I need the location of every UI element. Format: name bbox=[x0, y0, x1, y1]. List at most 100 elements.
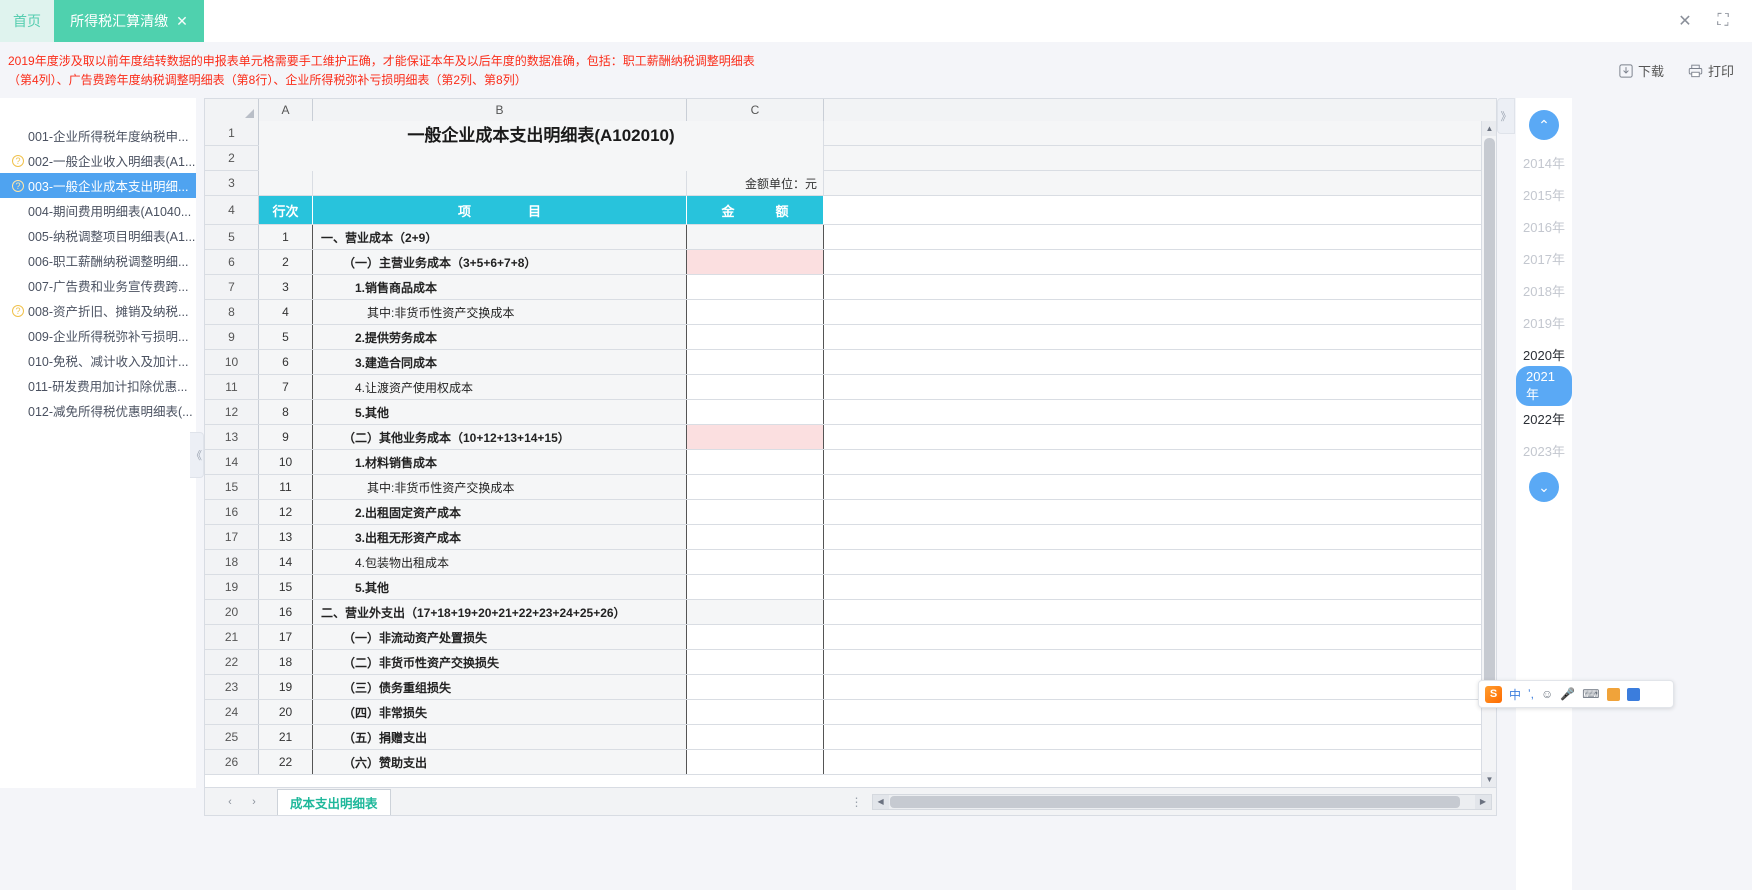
table-row[interactable]: 1 一般企业成本支出明细表(A102010) bbox=[205, 121, 1496, 146]
microphone-icon[interactable]: 🎤 bbox=[1560, 687, 1576, 701]
row-header[interactable]: 14 bbox=[205, 450, 259, 474]
cell-item-name[interactable]: （二）非货币性资产交换损失 bbox=[313, 650, 687, 674]
form-list-sidebar[interactable]: 001-企业所得税年度纳税申...? 002-一般企业收入明细表(A1...? 00… bbox=[0, 98, 196, 788]
toolbox-icon[interactable] bbox=[1606, 687, 1620, 701]
sidebar-item-008[interactable]: ? 008-资产折旧、摊销及纳税... bbox=[0, 298, 196, 323]
column-header-b[interactable]: B bbox=[313, 99, 687, 121]
cell-row-number[interactable]: 6 bbox=[259, 350, 313, 374]
cell-row-number[interactable]: 8 bbox=[259, 400, 313, 424]
table-row[interactable]: 12 8 5.其他 bbox=[205, 400, 1496, 425]
sidebar-item-004[interactable]: 004-期间费用明细表(A1040... bbox=[0, 198, 196, 223]
table-row[interactable]: 7 3 1.销售商品成本 bbox=[205, 275, 1496, 300]
sidebar-item-007[interactable]: 007-广告费和业务宣传费跨... bbox=[0, 273, 196, 298]
table-row[interactable]: 22 18 （二）非货币性资产交换损失 bbox=[205, 650, 1496, 675]
cell-item-name[interactable]: 2.出租固定资产成本 bbox=[313, 500, 687, 524]
cell-row-number[interactable]: 17 bbox=[259, 625, 313, 649]
cell-amount[interactable] bbox=[687, 250, 824, 274]
row-header[interactable]: 11 bbox=[205, 375, 259, 399]
cell-row-number[interactable]: 3 bbox=[259, 275, 313, 299]
cell-row-number[interactable]: 18 bbox=[259, 650, 313, 674]
year-item-2014[interactable]: 2014年 bbox=[1516, 146, 1572, 178]
cell-row-number[interactable]: 20 bbox=[259, 700, 313, 724]
horizontal-scroll-thumb[interactable] bbox=[889, 795, 1460, 808]
cell-amount[interactable] bbox=[687, 500, 824, 524]
year-item-2020[interactable]: 2020年 bbox=[1516, 338, 1572, 370]
cell-row-number[interactable]: 13 bbox=[259, 525, 313, 549]
cell-row-number[interactable]: 14 bbox=[259, 550, 313, 574]
cell-row-number[interactable]: 1 bbox=[259, 225, 313, 249]
sidebar-item-009[interactable]: 009-企业所得税弥补亏损明... bbox=[0, 323, 196, 348]
question-icon[interactable]: ? bbox=[12, 304, 24, 317]
download-button[interactable]: 下载 bbox=[1619, 61, 1664, 80]
tab-close-icon[interactable]: ✕ bbox=[176, 13, 188, 29]
apps-icon[interactable] bbox=[1626, 687, 1640, 701]
cell-amount[interactable] bbox=[687, 225, 824, 249]
cell-row-number[interactable]: 7 bbox=[259, 375, 313, 399]
sidebar-item-005[interactable]: 005-纳税调整项目明细表(A1... bbox=[0, 223, 196, 248]
table-row[interactable]: 14 10 1.材料销售成本 bbox=[205, 450, 1496, 475]
cell-row-number[interactable]: 4 bbox=[259, 300, 313, 324]
row-header[interactable]: 1 bbox=[205, 121, 259, 145]
row-header[interactable]: 24 bbox=[205, 700, 259, 724]
tab-home[interactable]: 首页 bbox=[0, 0, 54, 42]
scroll-years-down-button[interactable]: ⌄ bbox=[1529, 472, 1559, 502]
table-row[interactable]: 17 13 3.出租无形资产成本 bbox=[205, 525, 1496, 550]
cell-row-number[interactable]: 2 bbox=[259, 250, 313, 274]
row-header[interactable]: 19 bbox=[205, 575, 259, 599]
cell-amount[interactable] bbox=[687, 750, 824, 774]
cell-item-name[interactable]: 5.其他 bbox=[313, 400, 687, 424]
table-row[interactable]: 23 19 （三）债务重组损失 bbox=[205, 675, 1496, 700]
tab-income-tax-settlement[interactable]: 所得税汇算清缴 ✕ bbox=[54, 0, 204, 42]
cell-item-name[interactable]: 1.材料销售成本 bbox=[313, 450, 687, 474]
row-header[interactable]: 4 bbox=[205, 196, 259, 224]
year-item-2017[interactable]: 2017年 bbox=[1516, 242, 1572, 274]
keyboard-icon[interactable]: ⌨ bbox=[1582, 687, 1600, 701]
cell-amount[interactable] bbox=[687, 725, 824, 749]
cell-amount[interactable] bbox=[687, 550, 824, 574]
sidebar-item-003[interactable]: ? 003-一般企业成本支出明细... bbox=[0, 173, 196, 198]
year-item-2022[interactable]: 2022年 bbox=[1516, 402, 1572, 434]
cell-item-name[interactable]: 1.销售商品成本 bbox=[313, 275, 687, 299]
select-all-corner[interactable] bbox=[205, 99, 259, 121]
year-item-2023[interactable]: 2023年 bbox=[1516, 434, 1572, 466]
table-row[interactable]: 16 12 2.出租固定资产成本 bbox=[205, 500, 1496, 525]
cell-b3[interactable] bbox=[313, 171, 687, 195]
cell-item-name[interactable]: 其中:非货币性资产交换成本 bbox=[313, 475, 687, 499]
cell-item-name[interactable]: （二）其他业务成本（10+12+13+14+15） bbox=[313, 425, 687, 449]
cell-item-name[interactable]: （一）非流动资产处置损失 bbox=[313, 625, 687, 649]
table-row[interactable]: 8 4 其中:非货币性资产交换成本 bbox=[205, 300, 1496, 325]
cell-amount[interactable] bbox=[687, 350, 824, 374]
cell-amount[interactable] bbox=[687, 400, 824, 424]
table-row[interactable]: 3 金额单位：元 bbox=[205, 171, 1496, 196]
sidebar-item-011[interactable]: 011-研发费用加计扣除优惠... bbox=[0, 373, 196, 398]
row-header[interactable]: 6 bbox=[205, 250, 259, 274]
question-icon[interactable]: ? bbox=[12, 179, 24, 192]
cell-row-number[interactable]: 9 bbox=[259, 425, 313, 449]
cell-amount[interactable] bbox=[687, 425, 824, 449]
next-sheet-button[interactable]: › bbox=[252, 795, 256, 808]
row-header[interactable]: 18 bbox=[205, 550, 259, 574]
scroll-left-arrow[interactable]: ◀ bbox=[872, 794, 889, 809]
row-header[interactable]: 7 bbox=[205, 275, 259, 299]
cell-item-name[interactable]: （六）赞助支出 bbox=[313, 750, 687, 774]
sidebar-item-006[interactable]: 006-职工薪酬纳税调整明细... bbox=[0, 248, 196, 273]
cell-a3[interactable] bbox=[259, 171, 313, 195]
scroll-down-arrow[interactable]: ▼ bbox=[1482, 772, 1496, 787]
vertical-scrollbar[interactable]: ▲ ▼ bbox=[1481, 121, 1496, 787]
scroll-years-up-button[interactable]: ⌃ bbox=[1529, 110, 1559, 140]
table-row[interactable]: 13 9 （二）其他业务成本（10+12+13+14+15） bbox=[205, 425, 1496, 450]
year-item-2018[interactable]: 2018年 bbox=[1516, 274, 1572, 306]
ime-toolbar[interactable]: S 中 ʼ, ☺ 🎤 ⌨ bbox=[1478, 680, 1674, 708]
row-header[interactable]: 9 bbox=[205, 325, 259, 349]
row-header[interactable]: 22 bbox=[205, 650, 259, 674]
cell-row-number[interactable]: 12 bbox=[259, 500, 313, 524]
cell-item-name[interactable]: 5.其他 bbox=[313, 575, 687, 599]
table-row[interactable]: 18 14 4.包装物出租成本 bbox=[205, 550, 1496, 575]
row-header[interactable]: 2 bbox=[205, 146, 259, 170]
table-row[interactable]: 15 11 其中:非货币性资产交换成本 bbox=[205, 475, 1496, 500]
sheet-options-icon[interactable]: ⋮ bbox=[850, 794, 864, 809]
cell-amount[interactable] bbox=[687, 300, 824, 324]
cell-item-name[interactable]: 2.提供劳务成本 bbox=[313, 325, 687, 349]
print-button[interactable]: 打印 bbox=[1688, 61, 1734, 80]
cell-item-name[interactable]: （一）主营业务成本（3+5+6+7+8） bbox=[313, 250, 687, 274]
